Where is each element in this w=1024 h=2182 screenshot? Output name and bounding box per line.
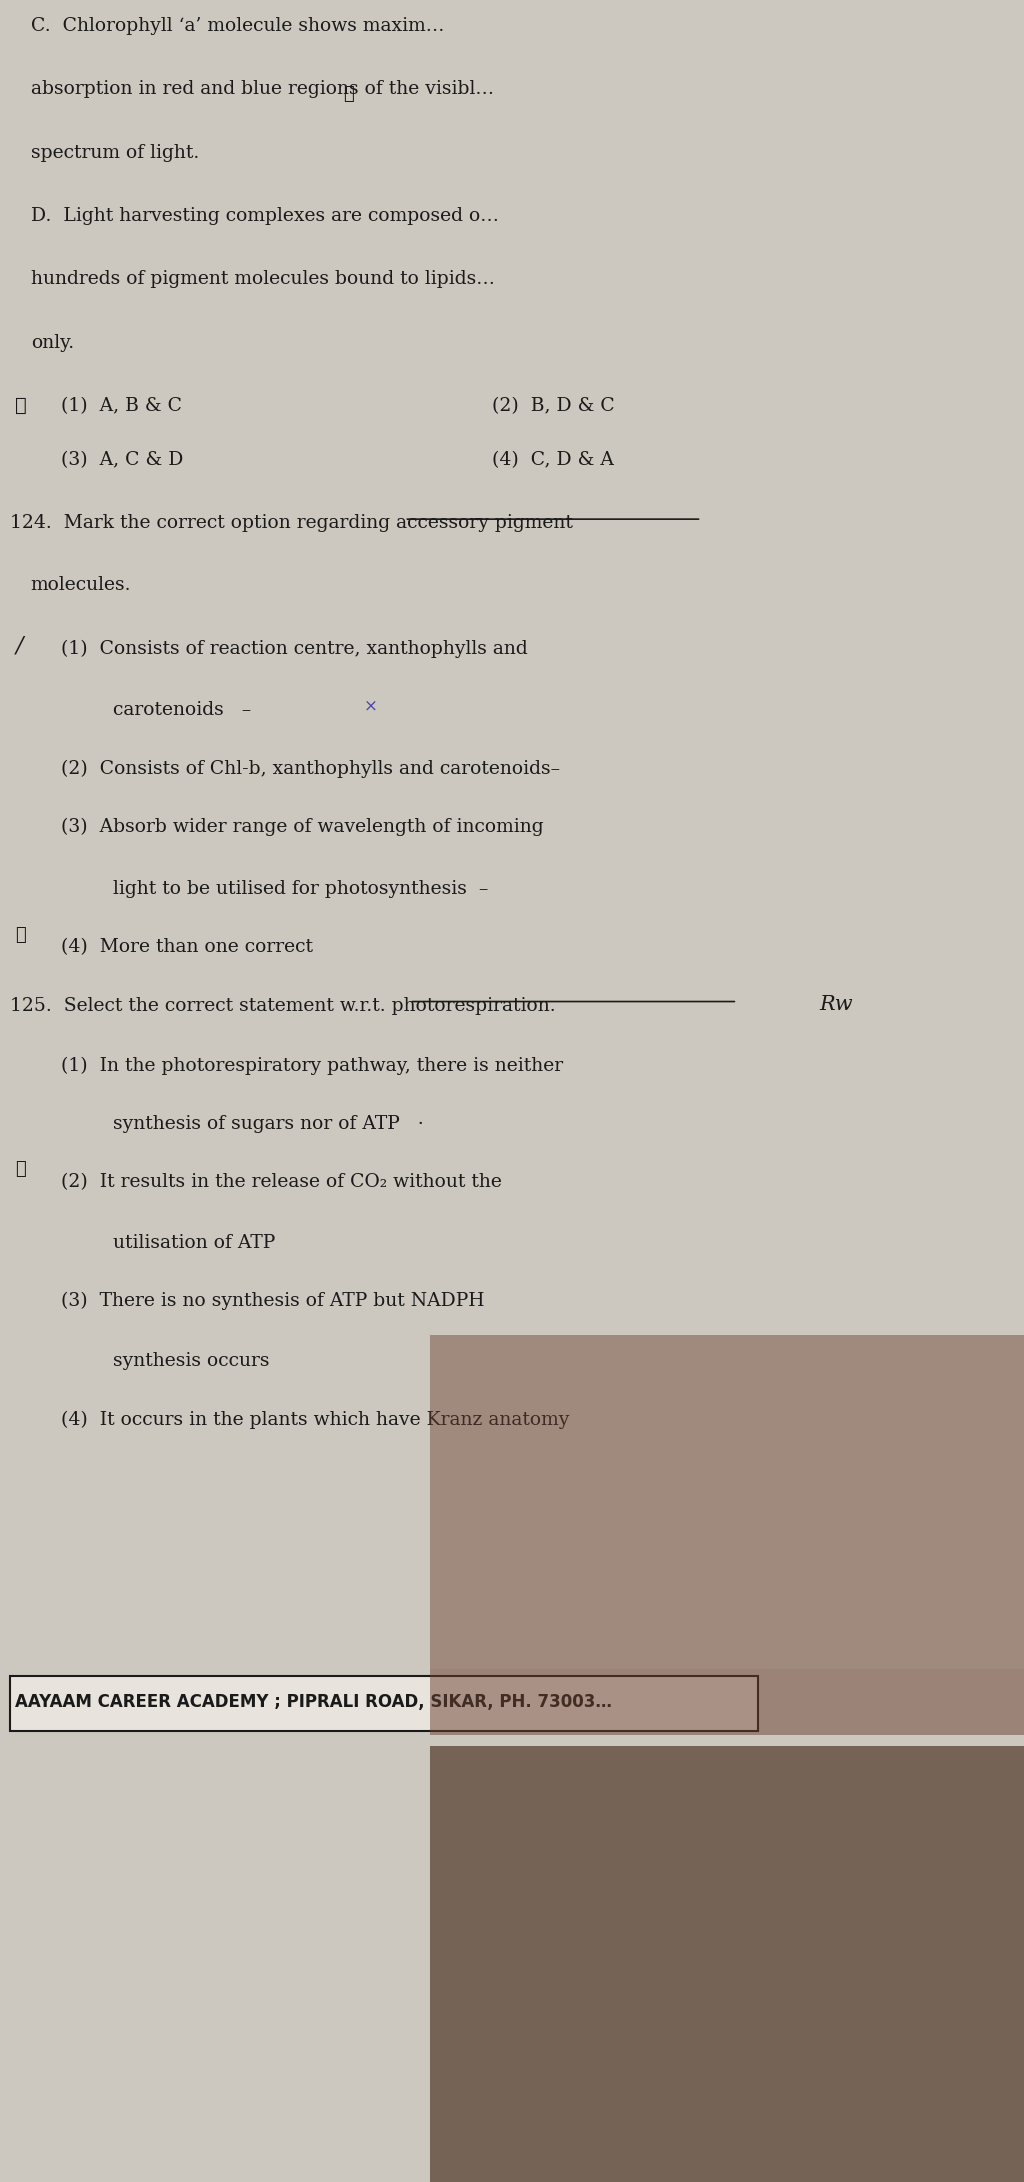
Text: D.  Light harvesting complexes are composed o…: D. Light harvesting complexes are compos…: [31, 207, 499, 225]
Text: spectrum of light.: spectrum of light.: [31, 144, 199, 161]
Text: ✓: ✓: [343, 85, 353, 103]
Text: Rw: Rw: [819, 995, 853, 1015]
Text: (3)  Absorb wider range of wavelength of incoming: (3) Absorb wider range of wavelength of …: [61, 818, 544, 836]
Text: (3)  There is no synthesis of ATP but NADPH: (3) There is no synthesis of ATP but NAD…: [61, 1292, 485, 1309]
Text: hundreds of pigment molecules bound to lipids…: hundreds of pigment molecules bound to l…: [31, 271, 495, 288]
Text: ✓: ✓: [15, 397, 27, 415]
Bar: [430, 1669, 1024, 1735]
Text: molecules.: molecules.: [31, 576, 131, 594]
Text: synthesis of sugars nor of ATP   ·: synthesis of sugars nor of ATP ·: [113, 1115, 423, 1132]
Text: C.  Chlorophyll ‘a’ molecule shows maxim…: C. Chlorophyll ‘a’ molecule shows maxim…: [31, 17, 444, 35]
Bar: [10, 1676, 758, 1733]
Text: (2)  B, D & C: (2) B, D & C: [492, 397, 614, 415]
Text: /: /: [15, 635, 23, 657]
Text: only.: only.: [31, 334, 74, 351]
Text: light to be utilised for photosynthesis  –: light to be utilised for photosynthesis …: [113, 879, 488, 897]
Text: (1)  In the photorespiratory pathway, there is neither: (1) In the photorespiratory pathway, the…: [61, 1056, 563, 1076]
Text: (2)  Consists of Chl-b, xanthophylls and carotenoids–: (2) Consists of Chl-b, xanthophylls and …: [61, 759, 560, 777]
Text: 124.  Mark the correct option regarding accessory pigment: 124. Mark the correct option regarding a…: [10, 515, 573, 532]
Text: (4)  C, D & A: (4) C, D & A: [492, 452, 613, 469]
Text: (4)  It occurs in the plants which have Kranz anatomy: (4) It occurs in the plants which have K…: [61, 1410, 569, 1429]
Text: ✓: ✓: [15, 927, 26, 945]
Text: synthesis occurs: synthesis occurs: [113, 1353, 269, 1370]
Text: (1)  A, B & C: (1) A, B & C: [61, 397, 182, 415]
Text: (1)  Consists of reaction centre, xanthophylls and: (1) Consists of reaction centre, xanthop…: [61, 639, 528, 657]
Text: (4)  More than one correct: (4) More than one correct: [61, 938, 313, 956]
Text: ×: ×: [364, 698, 378, 716]
Text: (2)  It results in the release of CO₂ without the: (2) It results in the release of CO₂ wit…: [61, 1174, 503, 1191]
Text: AAYAAM CAREER ACADEMY ; PIPRALI ROAD, SIKAR, PH. 73003…: AAYAAM CAREER ACADEMY ; PIPRALI ROAD, SI…: [15, 1693, 612, 1711]
Text: ✓: ✓: [15, 1161, 26, 1178]
Bar: [430, 1335, 1024, 1920]
Bar: [430, 1746, 1024, 2182]
Text: utilisation of ATP: utilisation of ATP: [113, 1233, 274, 1252]
Text: carotenoids   –: carotenoids –: [113, 700, 251, 720]
Text: (3)  A, C & D: (3) A, C & D: [61, 452, 184, 469]
Text: absorption in red and blue regions of the visibl…: absorption in red and blue regions of th…: [31, 81, 494, 98]
Text: 125.  Select the correct statement w.r.t. photorespiration.: 125. Select the correct statement w.r.t.…: [10, 997, 556, 1015]
